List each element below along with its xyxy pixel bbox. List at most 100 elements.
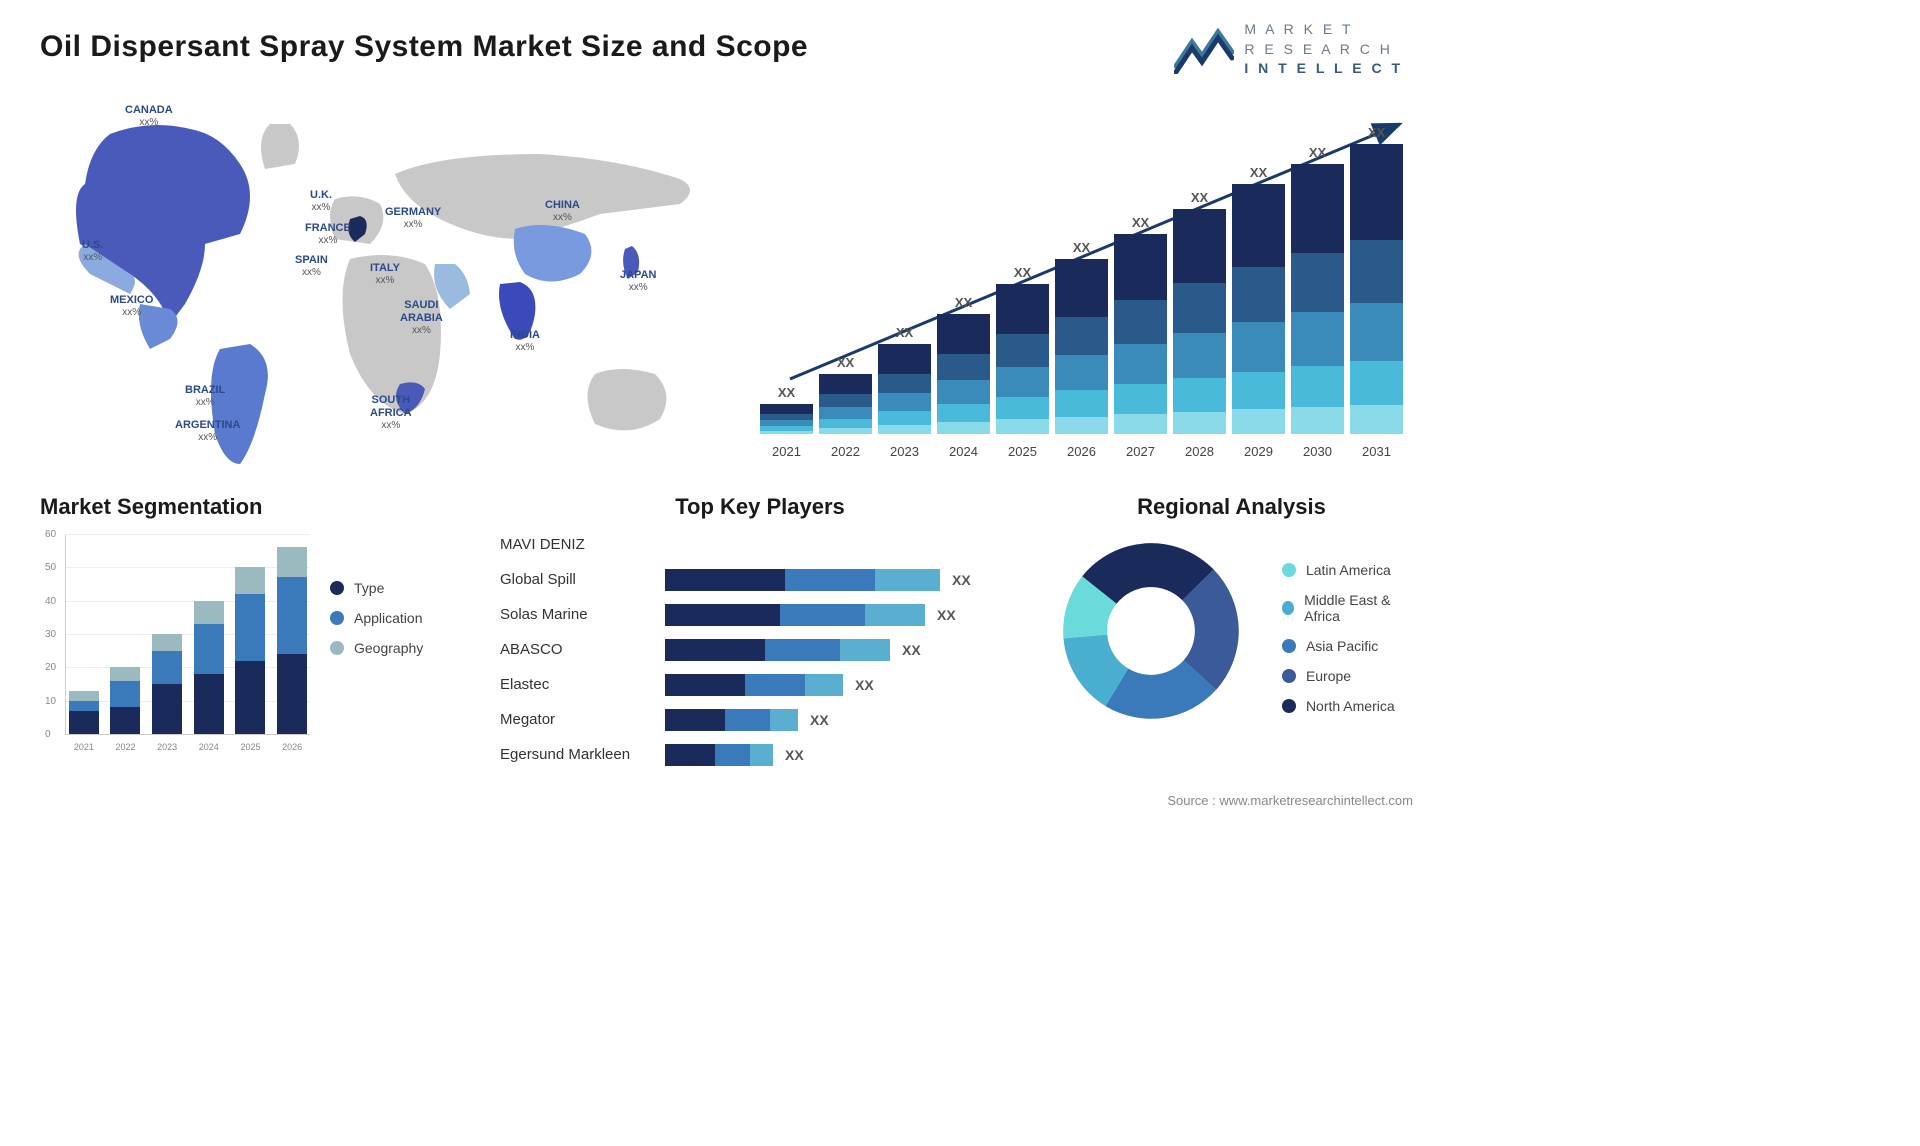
seg-seg <box>69 691 99 701</box>
growth-seg <box>1291 253 1344 312</box>
growth-bar-stack <box>819 374 872 434</box>
player-seg <box>745 674 805 696</box>
logo: M A R K E T R E S E A R C H I N T E L L … <box>1174 20 1403 79</box>
seg-seg <box>110 707 140 734</box>
bottom-section: Market Segmentation 2021 2022 2023 2024 2025… <box>40 494 1413 775</box>
seg-seg <box>194 624 224 674</box>
growth-seg <box>1291 312 1344 366</box>
player-row: MAVI DENIZ <box>500 530 1020 559</box>
growth-seg <box>1291 366 1344 407</box>
region-legend-item: Latin America <box>1282 562 1413 578</box>
seg-seg <box>277 577 307 654</box>
seg-ytick: 50 <box>45 562 56 573</box>
growth-seg <box>1055 317 1108 356</box>
seg-seg <box>110 667 140 680</box>
growth-year: 2021 <box>772 444 801 459</box>
growth-seg <box>1055 259 1108 317</box>
logo-icon <box>1174 24 1234 74</box>
growth-year: 2028 <box>1185 444 1214 459</box>
seg-ytick: 10 <box>45 696 56 707</box>
player-seg <box>665 604 780 626</box>
growth-seg <box>1173 209 1226 283</box>
legend-label: Geography <box>354 640 423 656</box>
player-seg <box>665 569 785 591</box>
growth-seg <box>937 422 990 434</box>
seg-year: 2024 <box>199 742 219 752</box>
player-seg <box>750 744 773 766</box>
legend-dot <box>1282 601 1294 615</box>
player-name: Solas Marine <box>500 606 660 623</box>
player-bar <box>665 674 843 696</box>
seg-bar-stack <box>235 567 265 734</box>
growth-seg <box>1114 384 1167 414</box>
map-label-uk: U.K.xx% <box>310 189 332 214</box>
growth-seg <box>1350 303 1403 361</box>
growth-seg <box>1350 144 1403 240</box>
seg-year: 2025 <box>240 742 260 752</box>
growth-bar-stack <box>760 404 813 434</box>
legend-label: Application <box>354 610 423 626</box>
player-value: XX <box>810 712 829 728</box>
growth-seg <box>878 411 931 425</box>
growth-bar-2021: XX2021 <box>760 385 813 434</box>
seg-bar-2023: 2023 <box>152 535 182 734</box>
seg-seg <box>152 684 182 734</box>
player-seg <box>765 639 840 661</box>
segmentation-chart: 202120222023202420252026 0102030405060 T… <box>40 530 470 755</box>
player-seg <box>865 604 925 626</box>
region-legend-item: Asia Pacific <box>1282 638 1413 654</box>
growth-seg <box>996 419 1049 434</box>
seg-bar-2026: 2026 <box>277 535 307 734</box>
growth-year: 2023 <box>890 444 919 459</box>
growth-seg <box>1055 417 1108 435</box>
growth-year: 2026 <box>1067 444 1096 459</box>
legend-dot <box>1282 639 1296 653</box>
growth-bar-label: XX <box>955 295 972 310</box>
seg-bar-stack <box>110 667 140 734</box>
seg-seg <box>152 651 182 684</box>
player-value: XX <box>902 642 921 658</box>
legend-label: North America <box>1306 698 1395 714</box>
growth-bar-stack <box>1055 259 1108 434</box>
region-title: Regional Analysis <box>1050 494 1413 520</box>
seg-year: 2026 <box>282 742 302 752</box>
growth-bar-label: XX <box>837 355 854 370</box>
map-label-italy: ITALYxx% <box>370 262 400 287</box>
growth-seg <box>1232 267 1285 322</box>
world-map: CANADAxx%U.S.xx%MEXICOxx%BRAZILxx%ARGENT… <box>40 94 720 474</box>
segmentation-title: Market Segmentation <box>40 494 470 520</box>
growth-seg <box>1232 322 1285 372</box>
legend-dot <box>1282 563 1296 577</box>
map-label-canada: CANADAxx% <box>125 104 173 129</box>
seg-bar-2024: 2024 <box>194 535 224 734</box>
seg-bar-2021: 2021 <box>69 535 99 734</box>
growth-bar-label: XX <box>1073 240 1090 255</box>
player-row: Global SpillXX <box>500 565 1020 594</box>
growth-seg <box>1173 283 1226 333</box>
growth-seg <box>1114 234 1167 300</box>
growth-bar-stack <box>1350 144 1403 434</box>
growth-seg <box>819 394 872 407</box>
growth-seg <box>1055 390 1108 416</box>
map-label-brazil: BRAZILxx% <box>185 384 225 409</box>
growth-bar-stack <box>937 314 990 434</box>
seg-bar-2025: 2025 <box>235 535 265 734</box>
player-seg <box>770 709 798 731</box>
growth-year: 2022 <box>831 444 860 459</box>
player-seg <box>875 569 940 591</box>
growth-seg <box>1350 240 1403 304</box>
player-bar <box>665 569 940 591</box>
growth-bar-stack <box>1114 234 1167 434</box>
growth-seg <box>760 414 813 421</box>
growth-seg <box>1114 344 1167 384</box>
growth-seg <box>878 425 931 434</box>
seg-seg <box>110 681 140 708</box>
growth-seg <box>1232 184 1285 267</box>
player-row: Solas MarineXX <box>500 600 1020 629</box>
seg-year: 2022 <box>115 742 135 752</box>
region-legend: Latin AmericaMiddle East & AfricaAsia Pa… <box>1282 562 1413 728</box>
player-row: Egersund MarkleenXX <box>500 740 1020 769</box>
page: Oil Dispersant Spray System Market Size … <box>0 0 1453 820</box>
seg-seg <box>194 601 224 624</box>
legend-dot <box>330 581 344 595</box>
